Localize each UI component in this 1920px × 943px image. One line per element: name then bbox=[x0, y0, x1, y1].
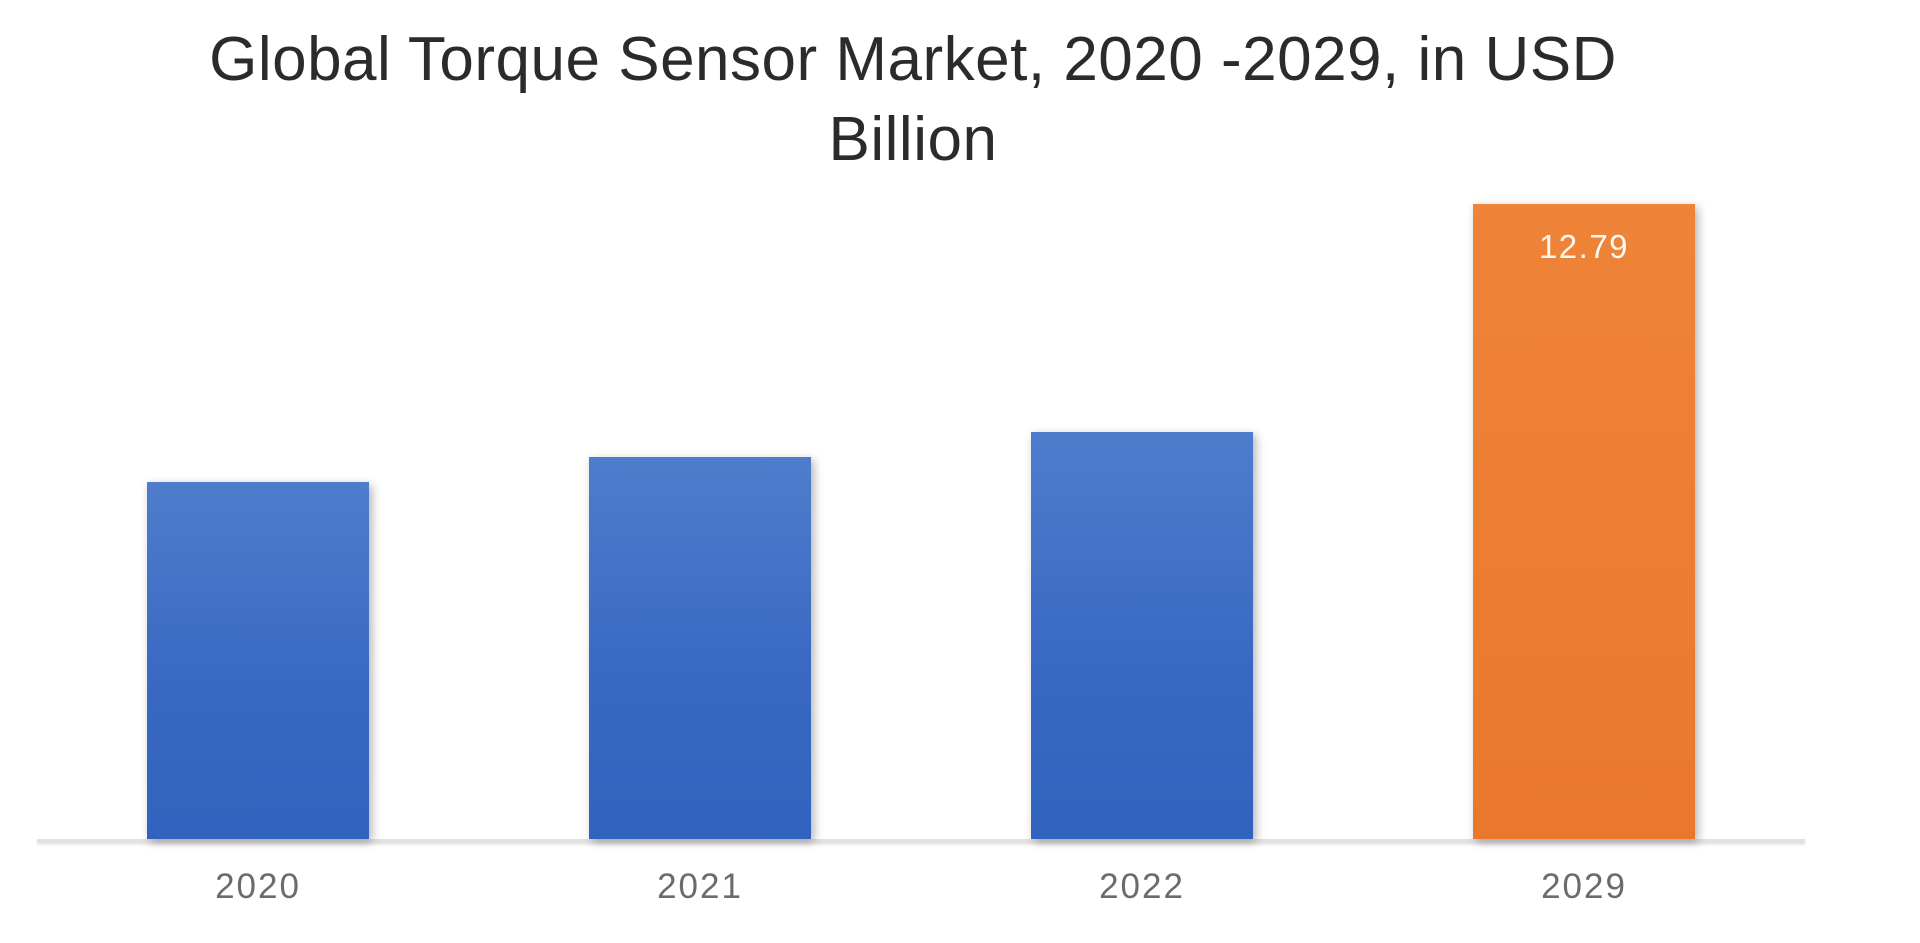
x-axis-line bbox=[37, 839, 1805, 843]
bar-2020 bbox=[147, 482, 369, 839]
bar-2022 bbox=[1031, 432, 1253, 839]
plot-area: 2020 2021 2022 12.79 2029 bbox=[37, 0, 1805, 906]
category-slot-2029: 12.79 2029 bbox=[1363, 0, 1805, 906]
x-tick-2022: 2022 bbox=[1099, 867, 1185, 906]
data-label-2029: 12.79 bbox=[1538, 228, 1630, 265]
chart-title-line2: Billion bbox=[828, 105, 998, 174]
x-tick-2020: 2020 bbox=[215, 867, 301, 906]
bar-2029: 12.79 bbox=[1473, 204, 1695, 839]
category-slot-2022: 2022 bbox=[921, 0, 1363, 906]
chart-title-line1: Global Torque Sensor Market, 2020 -2029,… bbox=[209, 25, 1617, 94]
category-slot-2021: 2021 bbox=[479, 0, 921, 906]
x-tick-2021: 2021 bbox=[657, 867, 743, 906]
x-tick-2029: 2029 bbox=[1541, 867, 1627, 906]
bar-2021 bbox=[589, 457, 811, 839]
bars-row: 2020 2021 2022 12.79 2029 bbox=[37, 0, 1805, 906]
category-slot-2020: 2020 bbox=[37, 0, 479, 906]
chart-title: Global Torque Sensor Market, 2020 -2029,… bbox=[0, 20, 1826, 180]
